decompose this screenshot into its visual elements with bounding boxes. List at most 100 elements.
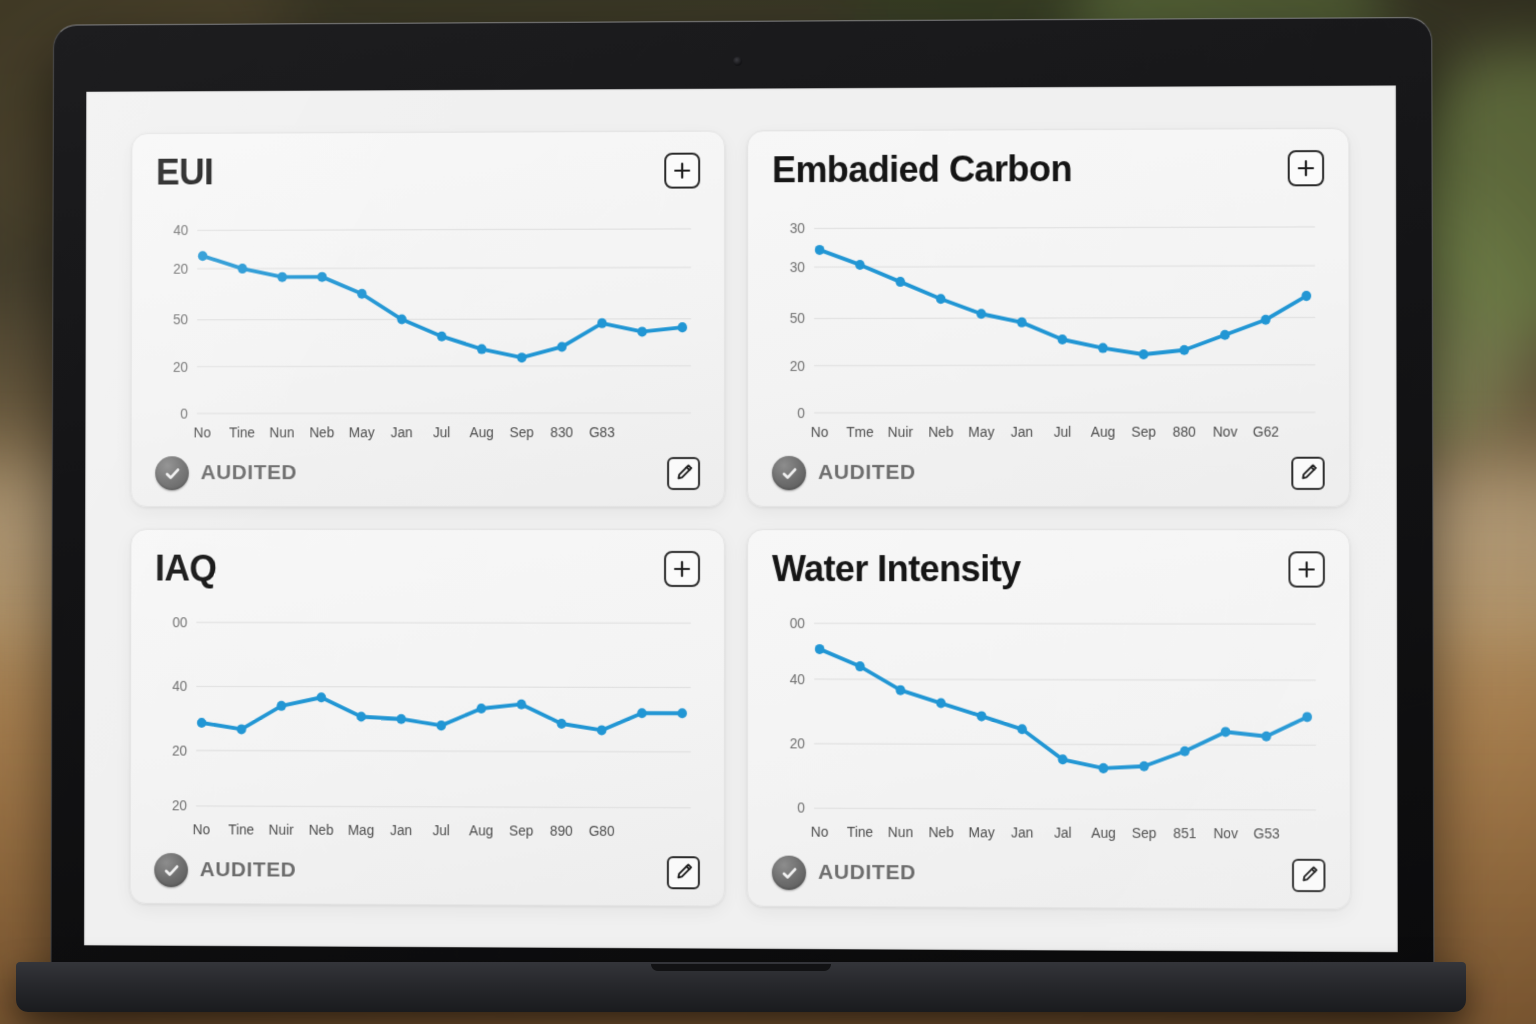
data-point-marker[interactable]	[1057, 334, 1068, 345]
card-footer: AUDITED	[771, 855, 1326, 893]
check-circle-icon	[772, 455, 807, 490]
x-axis-tick-label: Jul	[432, 822, 449, 839]
data-point-marker[interactable]	[895, 684, 906, 695]
x-axis-tick-label: Tine	[847, 824, 873, 841]
data-point-marker[interactable]	[1017, 317, 1027, 328]
y-axis-tick-label: 50	[173, 311, 188, 327]
data-point-marker[interactable]	[1261, 731, 1272, 742]
data-point-marker[interactable]	[1302, 711, 1312, 722]
metric-card-iaq: IAQ 00 40 20 20 No Tine Nuir Neb Mag Jan Jul Aug Sep 8…	[129, 528, 725, 907]
plus-icon	[1298, 560, 1316, 578]
data-point-marker[interactable]	[1139, 760, 1149, 772]
gridline	[814, 623, 1316, 624]
data-point-marker[interactable]	[895, 276, 906, 287]
data-point-marker[interactable]	[1098, 762, 1109, 774]
data-point-marker[interactable]	[516, 699, 527, 710]
x-axis-tick-label: Nuir	[269, 821, 294, 838]
data-point-marker[interactable]	[1220, 329, 1230, 340]
webcam-dot-icon	[733, 56, 743, 66]
y-axis-tick-label: 20	[173, 358, 188, 374]
data-point-marker[interactable]	[976, 308, 987, 319]
edit-metric-button[interactable]	[1291, 858, 1326, 892]
data-point-marker[interactable]	[936, 697, 946, 709]
x-axis-tick-label: Nov	[1213, 423, 1238, 440]
data-point-marker[interactable]	[277, 271, 287, 282]
add-metric-button[interactable]	[664, 550, 701, 587]
add-metric-button[interactable]	[664, 152, 701, 189]
edit-metric-button[interactable]	[1291, 456, 1325, 490]
x-axis-tick-label: 851	[1173, 825, 1196, 842]
y-axis-tick-label: 20	[172, 742, 187, 758]
data-point-marker[interactable]	[936, 293, 946, 304]
data-point-marker[interactable]	[976, 710, 987, 722]
data-point-marker[interactable]	[854, 259, 865, 270]
gridline	[814, 744, 1316, 745]
card-title: IAQ	[154, 547, 217, 589]
x-axis-tick-label: Nun	[888, 824, 913, 841]
data-point-marker[interactable]	[276, 700, 287, 711]
data-point-marker[interactable]	[436, 720, 446, 731]
card-title: EUI	[155, 151, 214, 193]
gridline	[814, 266, 1315, 267]
y-axis-tick-label: 50	[790, 310, 805, 327]
data-point-marker[interactable]	[814, 643, 825, 654]
data-point-marker[interactable]	[396, 713, 406, 724]
data-point-marker[interactable]	[437, 331, 447, 342]
add-metric-button[interactable]	[1287, 149, 1325, 187]
data-point-marker[interactable]	[677, 707, 687, 719]
data-point-marker[interactable]	[637, 326, 647, 337]
plus-icon	[673, 162, 691, 180]
y-axis-tick-label: 0	[797, 404, 805, 421]
gridline	[197, 366, 691, 367]
x-axis-tick-label: G53	[1253, 825, 1279, 842]
data-point-marker[interactable]	[196, 717, 207, 728]
data-point-marker[interactable]	[1220, 726, 1231, 737]
data-point-marker[interactable]	[637, 708, 647, 719]
x-axis-tick-label: May	[349, 424, 375, 440]
data-point-marker[interactable]	[317, 271, 327, 282]
x-axis-tick-label: Nov	[1213, 825, 1238, 842]
data-point-marker[interactable]	[1301, 290, 1312, 301]
data-point-marker[interactable]	[1179, 344, 1190, 355]
data-point-marker[interactable]	[597, 725, 607, 736]
data-point-marker[interactable]	[1138, 349, 1149, 360]
data-point-marker[interactable]	[678, 322, 688, 333]
gridline	[197, 413, 691, 414]
data-point-marker[interactable]	[517, 352, 527, 363]
edit-metric-button[interactable]	[666, 855, 700, 889]
y-axis-tick-label: 20	[173, 260, 188, 276]
data-point-marker[interactable]	[237, 263, 248, 274]
data-point-marker[interactable]	[814, 244, 825, 255]
x-axis-tick-label: Neb	[309, 424, 334, 440]
edit-metric-button[interactable]	[667, 456, 701, 490]
data-point-marker[interactable]	[1179, 745, 1190, 757]
x-axis-tick-label: G62	[1253, 423, 1279, 440]
data-point-marker[interactable]	[397, 314, 407, 325]
status-badge-label: AUDITED	[199, 858, 297, 882]
card-header: Water Intensity	[772, 548, 1325, 589]
card-header: Embadied Carbon	[772, 148, 1325, 191]
data-point-marker[interactable]	[855, 661, 865, 672]
data-point-marker[interactable]	[1017, 723, 1027, 735]
pencil-icon	[677, 464, 693, 480]
card-title: Embadied Carbon	[772, 148, 1072, 191]
data-point-marker[interactable]	[236, 724, 247, 735]
data-point-marker[interactable]	[357, 288, 367, 299]
data-point-marker[interactable]	[316, 692, 327, 703]
data-point-marker[interactable]	[356, 711, 366, 722]
data-point-marker[interactable]	[1260, 314, 1271, 325]
add-metric-button[interactable]	[1288, 551, 1325, 588]
data-point-marker[interactable]	[1057, 754, 1068, 765]
x-axis-tick-label: May	[969, 824, 995, 841]
data-point-marker[interactable]	[597, 318, 607, 329]
data-point-marker[interactable]	[557, 718, 567, 730]
data-point-marker[interactable]	[1098, 342, 1108, 353]
data-point-marker[interactable]	[197, 250, 208, 261]
x-axis-tick-label: 880	[1173, 424, 1196, 441]
data-point-marker[interactable]	[557, 341, 567, 352]
data-point-marker[interactable]	[477, 343, 487, 354]
data-point-marker[interactable]	[476, 703, 487, 714]
y-axis-tick-label: 30	[790, 220, 805, 237]
x-axis-tick-label: Mag	[348, 822, 374, 839]
metric-card-embodied-carbon: Embadied Carbon 30 30 50 20 0 No Tme Nuir Neb May J…	[746, 127, 1351, 508]
